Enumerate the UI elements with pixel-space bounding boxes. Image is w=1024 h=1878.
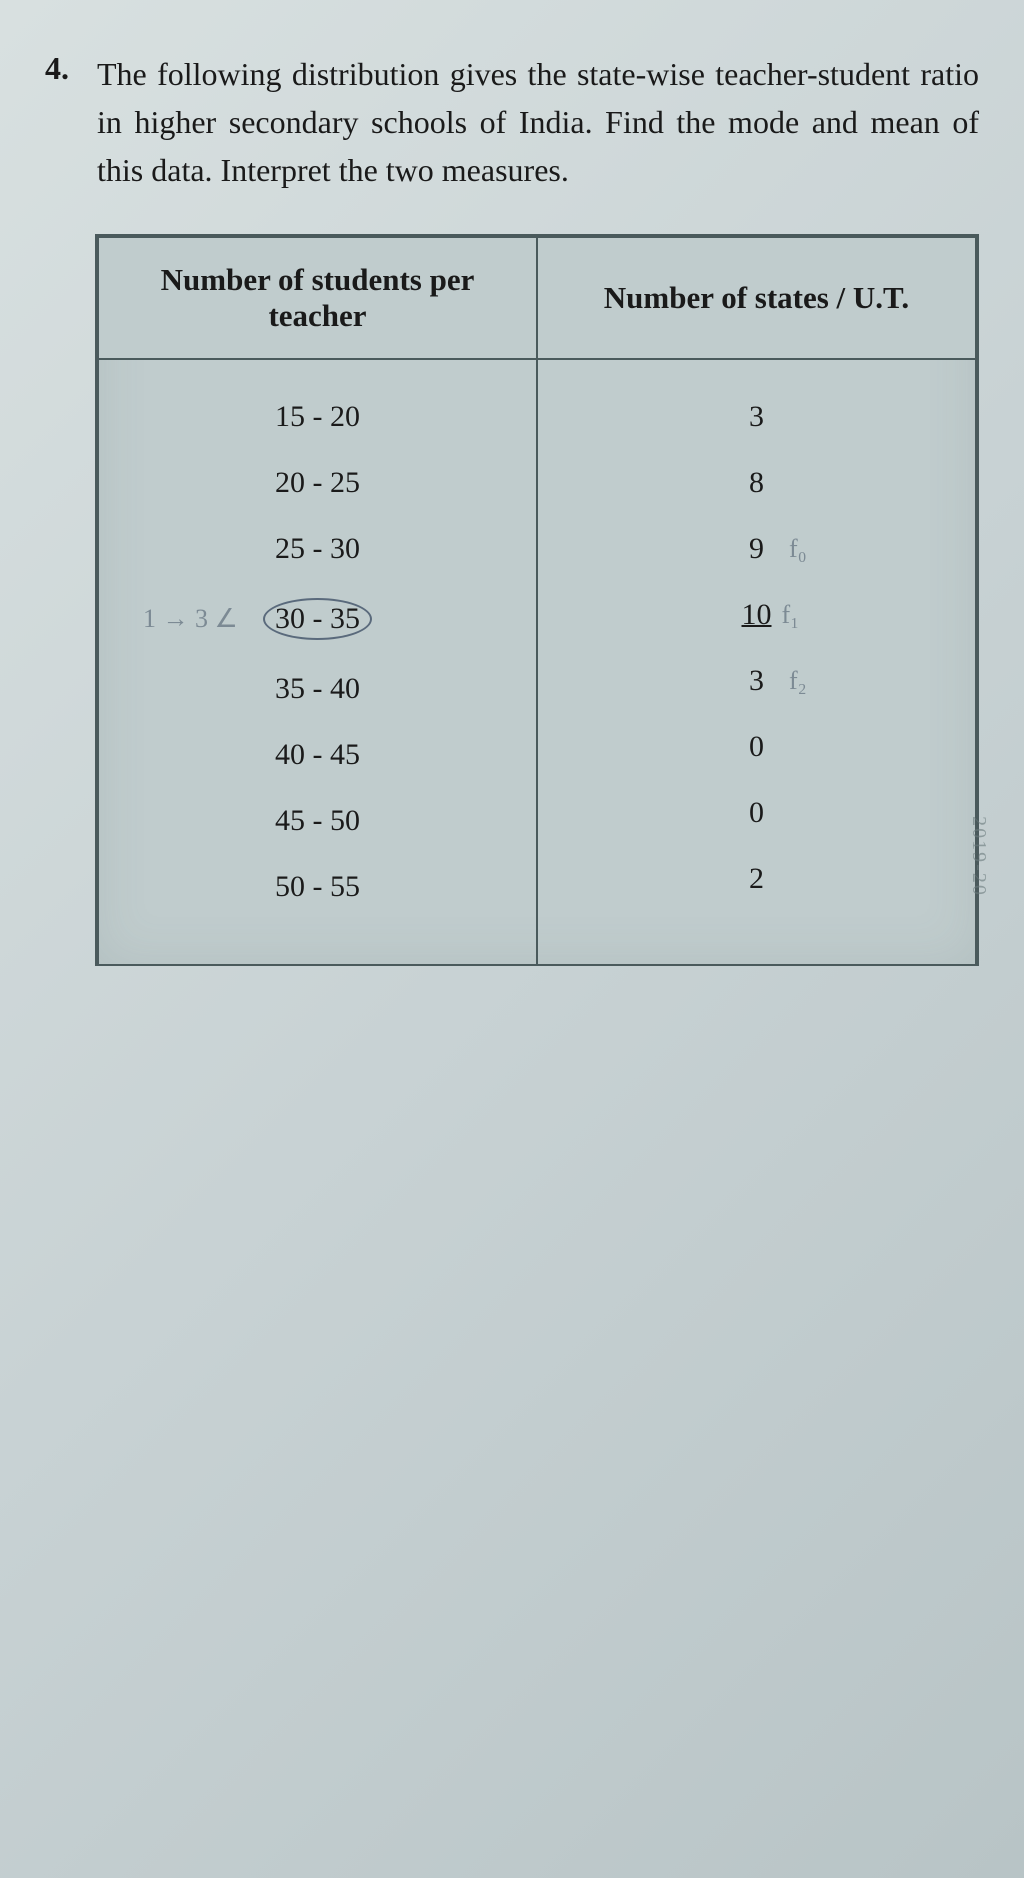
range-row: 50 - 55 bbox=[275, 870, 360, 904]
header-students-per-teacher: Number of students per teacher bbox=[98, 237, 537, 359]
question-number: 4. bbox=[45, 50, 85, 194]
side-year-label: 2019-20 bbox=[967, 816, 990, 897]
range-row: 35 - 40 bbox=[275, 672, 360, 706]
value-row: 0 bbox=[749, 730, 764, 764]
value-row: 2 bbox=[749, 862, 764, 896]
frequency-table: Number of students per teacher Number of… bbox=[97, 236, 977, 964]
value-row: 0 bbox=[749, 796, 764, 830]
handwritten-arrow: 1 → 3 ∠ bbox=[143, 604, 238, 634]
values-column: 3 8 9 f₀ 10 f₁ 3 f₂ bbox=[537, 359, 976, 964]
handwritten-f2: f₂ bbox=[789, 666, 807, 696]
handwritten-f0: f₀ bbox=[789, 534, 807, 564]
ranges-column: 15 - 20 20 - 25 25 - 30 1 → 3 ∠ 30 - 35 … bbox=[98, 359, 537, 964]
range-row: 25 - 30 bbox=[275, 532, 360, 566]
range-row: 40 - 45 bbox=[275, 738, 360, 772]
value-row: 3 f₂ bbox=[749, 664, 764, 698]
range-row: 45 - 50 bbox=[275, 804, 360, 838]
question-text: The following distribution gives the sta… bbox=[97, 50, 979, 194]
handwritten-f1: f₁ bbox=[782, 600, 800, 630]
range-row: 15 - 20 bbox=[275, 400, 360, 434]
range-row: 20 - 25 bbox=[275, 466, 360, 500]
value-row: 10 f₁ bbox=[742, 598, 772, 632]
value-row: 9 f₀ bbox=[749, 532, 764, 566]
question-block: 4. The following distribution gives the … bbox=[45, 50, 979, 194]
underlined-value: 10 bbox=[742, 598, 772, 632]
value-row: 3 bbox=[749, 400, 764, 434]
circled-range: 30 - 35 bbox=[263, 598, 372, 640]
header-states-ut: Number of states / U.T. bbox=[537, 237, 976, 359]
range-row: 1 → 3 ∠ 30 - 35 bbox=[263, 598, 372, 640]
value-row: 8 bbox=[749, 466, 764, 500]
data-table-container: Number of students per teacher Number of… bbox=[95, 234, 979, 966]
